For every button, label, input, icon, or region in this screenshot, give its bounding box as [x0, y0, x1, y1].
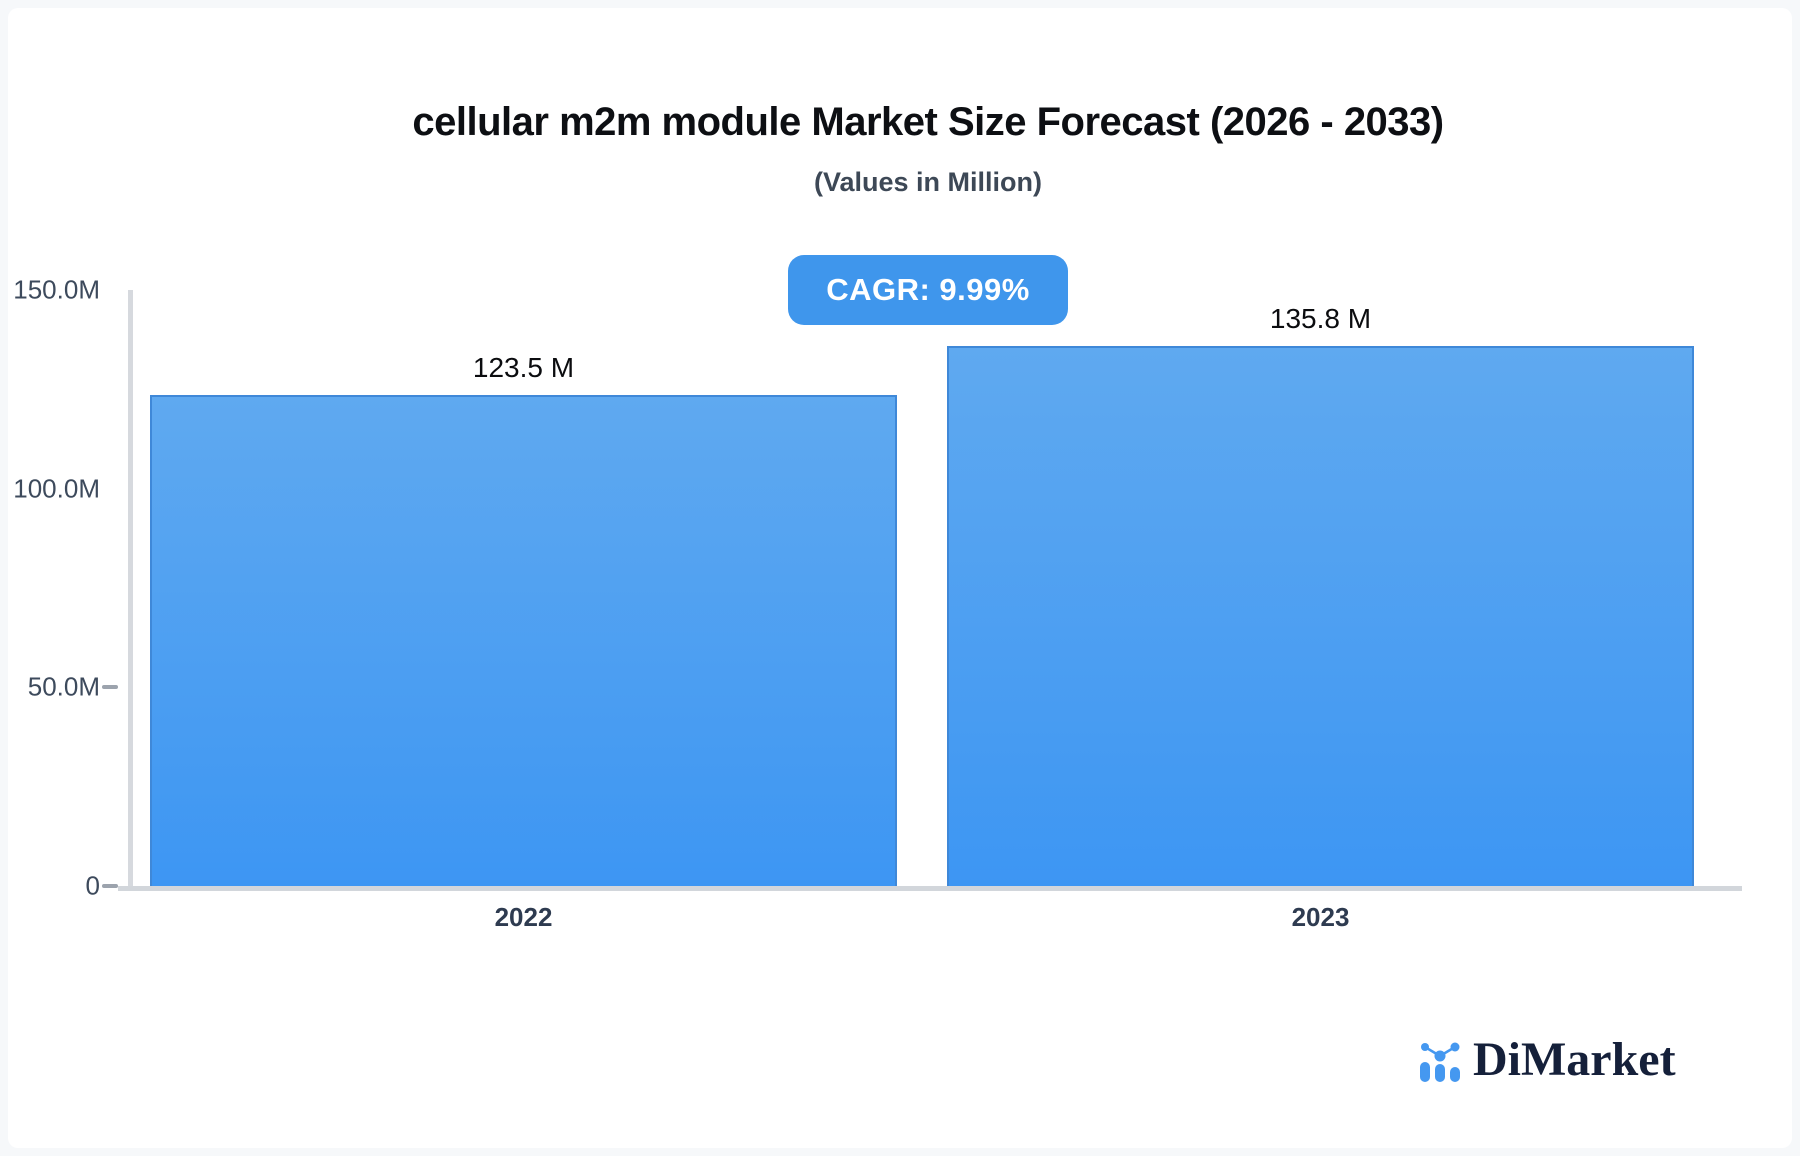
- y-tick-label-1: 100.0M: [13, 473, 100, 504]
- x-axis-line: [118, 886, 1742, 891]
- y-tick-mark-2: [102, 685, 118, 690]
- cagr-badge: CAGR: 9.99%: [788, 255, 1068, 325]
- bar-value-label-2022: 123.5 M: [472, 352, 575, 384]
- bar-value-label-2023: 135.8 M: [1269, 303, 1372, 335]
- y-tick-label-2: 50.0M: [27, 671, 100, 702]
- bar-2022: [150, 395, 897, 886]
- bar-2023: [947, 346, 1694, 886]
- y-tick-label-0: 150.0M: [13, 274, 100, 305]
- y-axis-line: [128, 290, 133, 888]
- chart-title: cellular m2m module Market Size Forecast…: [412, 100, 1444, 144]
- x-axis-label-2022: 2022: [494, 902, 553, 932]
- x-axis-label-2023: 2023: [1291, 902, 1350, 932]
- brand-logo: DiMarket: [1420, 1036, 1676, 1084]
- cagr-badge-label: CAGR: 9.99%: [826, 272, 1030, 307]
- brand-name: DiMarket: [1473, 1033, 1676, 1086]
- y-tick-mark-3: [102, 884, 118, 888]
- chart-subtitle: (Values in Million): [813, 167, 1043, 197]
- y-tick-label-3: 0: [85, 870, 100, 901]
- bar-line-chart-icon: [1420, 1042, 1460, 1082]
